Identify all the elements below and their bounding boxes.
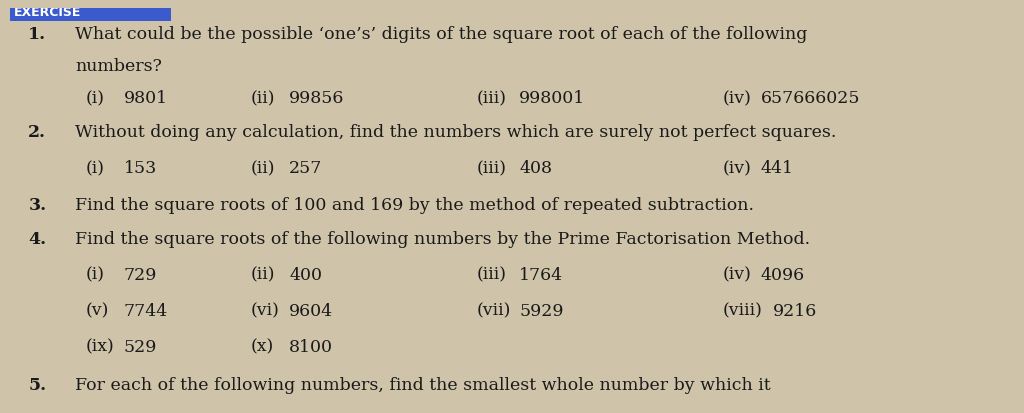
Text: 153: 153: [124, 161, 157, 178]
Text: 657666025: 657666025: [761, 90, 860, 107]
Text: 1.: 1.: [29, 26, 46, 43]
Text: 9216: 9216: [773, 303, 817, 320]
Text: (iv): (iv): [723, 90, 752, 107]
Text: numbers?: numbers?: [76, 58, 163, 75]
Text: Find the square roots of the following numbers by the Prime Factorisation Method: Find the square roots of the following n…: [76, 230, 811, 248]
Text: 99856: 99856: [289, 90, 345, 107]
Text: (iv): (iv): [723, 267, 752, 284]
Text: (vi): (vi): [251, 303, 280, 320]
Text: Without doing any calculation, find the numbers which are surely not perfect squ: Without doing any calculation, find the …: [76, 124, 837, 141]
Text: 5.: 5.: [29, 377, 46, 394]
Text: 408: 408: [519, 161, 552, 178]
Text: 4.: 4.: [29, 230, 46, 248]
Text: 8100: 8100: [289, 339, 333, 356]
Text: (ii): (ii): [251, 90, 275, 107]
Text: 729: 729: [124, 267, 157, 284]
Text: (i): (i): [85, 161, 104, 178]
Text: 400: 400: [289, 267, 323, 284]
Text: (ii): (ii): [251, 161, 275, 178]
Text: (i): (i): [85, 267, 104, 284]
Text: 5929: 5929: [519, 303, 563, 320]
Text: 9801: 9801: [124, 90, 168, 107]
Text: 998001: 998001: [519, 90, 586, 107]
Text: (viii): (viii): [723, 303, 763, 320]
Text: 1764: 1764: [519, 267, 563, 284]
Text: (iii): (iii): [477, 90, 507, 107]
Text: For each of the following numbers, find the smallest whole number by which it: For each of the following numbers, find …: [76, 377, 771, 394]
Text: (i): (i): [85, 90, 104, 107]
Text: What could be the possible ‘one’s’ digits of the square root of each of the foll: What could be the possible ‘one’s’ digit…: [76, 26, 808, 43]
Text: (ii): (ii): [251, 267, 275, 284]
Text: 3.: 3.: [29, 197, 46, 214]
Text: EXERCISE: EXERCISE: [14, 6, 82, 19]
Text: (iii): (iii): [477, 161, 507, 178]
Text: 9604: 9604: [289, 303, 334, 320]
Text: (v): (v): [85, 303, 109, 320]
FancyBboxPatch shape: [10, 0, 171, 21]
Text: (iv): (iv): [723, 161, 752, 178]
Text: 2.: 2.: [29, 124, 46, 141]
Text: 529: 529: [124, 339, 157, 356]
Text: (vii): (vii): [477, 303, 511, 320]
Text: 441: 441: [761, 161, 794, 178]
Text: (iii): (iii): [477, 267, 507, 284]
Text: 257: 257: [289, 161, 323, 178]
Text: Find the square roots of 100 and 169 by the method of repeated subtraction.: Find the square roots of 100 and 169 by …: [76, 197, 755, 214]
Text: (ix): (ix): [85, 339, 115, 356]
Text: 7744: 7744: [124, 303, 168, 320]
Text: 4096: 4096: [761, 267, 805, 284]
Text: (x): (x): [251, 339, 274, 356]
